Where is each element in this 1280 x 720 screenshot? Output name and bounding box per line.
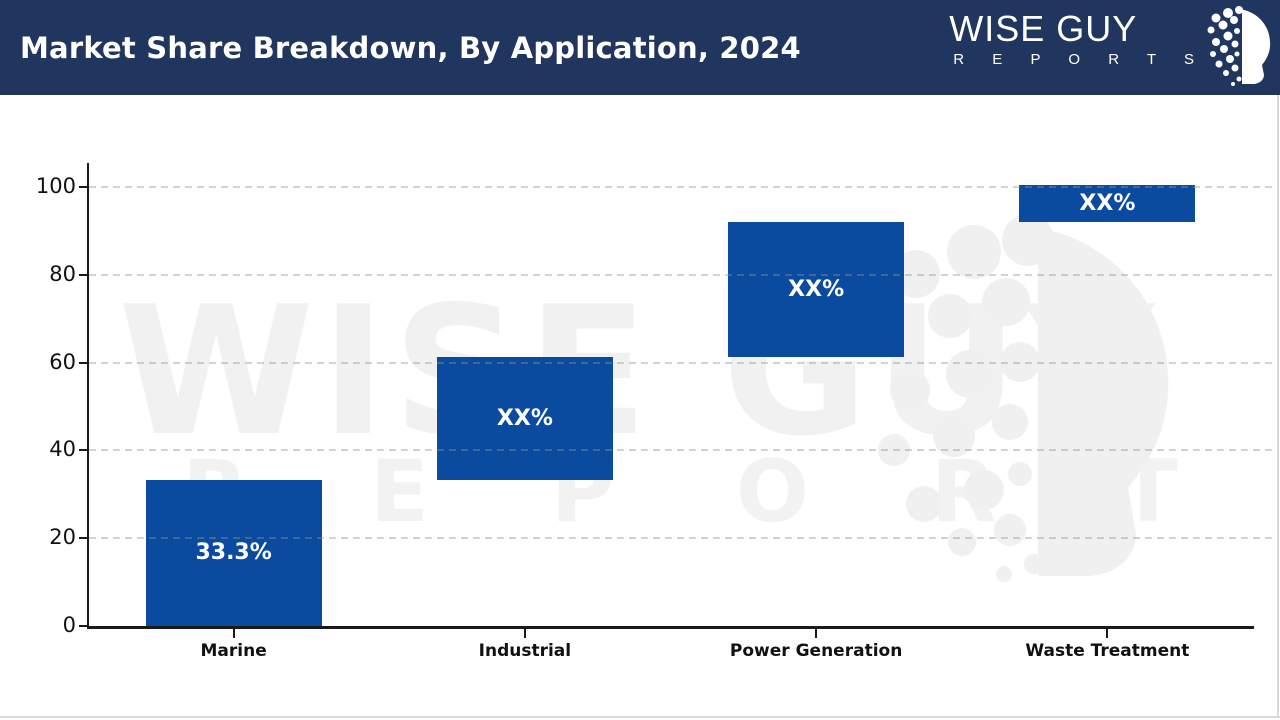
x-tick-industrial bbox=[523, 629, 526, 638]
x-tick-waste-treatment bbox=[1106, 629, 1109, 638]
page-title: Market Share Breakdown, By Application, … bbox=[20, 30, 801, 65]
bar-value-label-marine: 33.3% bbox=[195, 540, 272, 566]
bar-value-label-waste-treatment: XX% bbox=[1079, 191, 1136, 217]
brand-logo-text: WISE GUY bbox=[949, 8, 1138, 49]
x-tick-power-generation bbox=[815, 629, 818, 638]
x-tick-marine bbox=[232, 629, 235, 638]
brand-head-icon bbox=[1207, 6, 1271, 86]
y-axis-tick-label: 20 bbox=[49, 525, 76, 550]
gridline-80 bbox=[89, 273, 1276, 276]
y-axis-tick-label: 100 bbox=[35, 174, 76, 198]
bar-value-label-industrial: XX% bbox=[496, 405, 553, 431]
brand-logo: WISE GUY R E P O R T S bbox=[949, 10, 1206, 68]
y-axis-tick-label: 60 bbox=[49, 349, 76, 374]
x-axis-label-marine: Marine bbox=[200, 641, 267, 661]
y-tick-80 bbox=[79, 273, 88, 276]
y-axis-tick-label: 40 bbox=[49, 437, 76, 462]
x-axis-label-industrial: Industrial bbox=[478, 641, 572, 661]
page-right-border bbox=[1277, 95, 1279, 718]
x-axis-line bbox=[87, 626, 1254, 629]
x-axis-label-power-generation: Power Generation bbox=[729, 641, 903, 661]
bar-marine: 33.3% bbox=[145, 479, 322, 626]
y-tick-60 bbox=[79, 361, 88, 364]
bar-waste-treatment: XX% bbox=[1019, 185, 1196, 223]
gridline-60 bbox=[89, 361, 1276, 364]
y-tick-100 bbox=[79, 186, 88, 188]
gridline-40 bbox=[89, 449, 1276, 452]
y-axis-tick-label: 0 bbox=[62, 613, 76, 637]
y-tick-20 bbox=[79, 537, 88, 540]
y-tick-0 bbox=[79, 625, 88, 627]
y-axis-line bbox=[87, 163, 89, 628]
header-bar: Market Share Breakdown, By Application, … bbox=[0, 0, 1280, 95]
bar-industrial: XX% bbox=[436, 356, 613, 480]
bar-value-label-power-generation: XX% bbox=[788, 276, 845, 302]
watermark-head-icon bbox=[870, 214, 1169, 582]
page-bottom-border bbox=[0, 716, 1280, 718]
gridline-100 bbox=[89, 186, 1276, 188]
bar-power-generation: XX% bbox=[728, 222, 905, 357]
y-tick-40 bbox=[79, 449, 88, 452]
brand-logo-subtext: R E P O R T S bbox=[953, 50, 1206, 68]
y-axis-tick-label: 80 bbox=[49, 261, 76, 286]
x-axis-label-waste-treatment: Waste Treatment bbox=[1025, 641, 1190, 661]
gridline-20 bbox=[89, 537, 1276, 540]
